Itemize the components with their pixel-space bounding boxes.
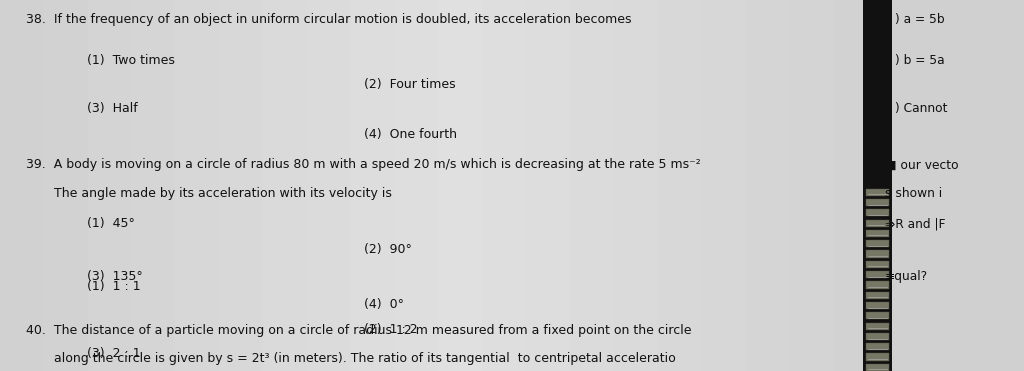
Bar bbox=[131, 0, 175, 371]
Bar bbox=[219, 0, 263, 371]
Bar bbox=[482, 0, 526, 371]
Text: (2)  Four times: (2) Four times bbox=[364, 78, 455, 91]
Bar bbox=[866, 199, 889, 206]
Text: ■ our vecto: ■ our vecto bbox=[885, 158, 958, 171]
Text: 39.  A body is moving on a circle of radius 80 m with a speed 20 m/s which is de: 39. A body is moving on a circle of radi… bbox=[26, 158, 700, 171]
Bar bbox=[701, 0, 745, 371]
Bar bbox=[613, 0, 657, 371]
Bar bbox=[866, 322, 889, 330]
Bar bbox=[350, 0, 394, 371]
Text: (1)  45°: (1) 45° bbox=[87, 217, 135, 230]
Text: 38.  If the frequency of an object in uniform circular motion is doubled, its ac: 38. If the frequency of an object in uni… bbox=[26, 13, 631, 26]
Bar bbox=[657, 0, 701, 371]
Text: (3)  135°: (3) 135° bbox=[87, 270, 142, 283]
Bar bbox=[866, 281, 889, 289]
Bar bbox=[866, 312, 889, 319]
Bar bbox=[866, 271, 889, 278]
Bar bbox=[833, 0, 877, 371]
Bar bbox=[866, 292, 889, 299]
Bar bbox=[438, 0, 482, 371]
Bar bbox=[44, 0, 88, 371]
Text: 40.  The distance of a particle moving on a circle of radius 12 m measured from : 40. The distance of a particle moving on… bbox=[26, 324, 691, 336]
Bar bbox=[866, 302, 889, 309]
Text: The angle made by its acceleration with its velocity is: The angle made by its acceleration with … bbox=[26, 187, 391, 200]
Bar bbox=[88, 0, 131, 371]
Text: (3)  2 : 1: (3) 2 : 1 bbox=[87, 347, 140, 360]
Bar bbox=[307, 0, 350, 371]
Bar bbox=[788, 0, 833, 371]
Text: (4)  0°: (4) 0° bbox=[364, 298, 403, 311]
Text: ) Cannot: ) Cannot bbox=[895, 102, 947, 115]
Bar bbox=[866, 261, 889, 268]
Bar bbox=[866, 343, 889, 350]
Bar bbox=[863, 0, 892, 186]
Bar bbox=[866, 240, 889, 247]
Bar bbox=[866, 220, 889, 227]
Bar bbox=[866, 333, 889, 340]
Text: ) a = 5b: ) a = 5b bbox=[895, 13, 944, 26]
Text: along the circle is given by s = 2t³ (in meters). The ratio of its tangential  t: along the circle is given by s = 2t³ (in… bbox=[26, 352, 676, 365]
Text: ≡qual?: ≡qual? bbox=[885, 270, 928, 283]
Text: s shown i: s shown i bbox=[885, 187, 942, 200]
Bar bbox=[263, 0, 307, 371]
Text: (2)  1 : 2: (2) 1 : 2 bbox=[364, 323, 417, 336]
Bar bbox=[866, 188, 889, 196]
Bar bbox=[877, 0, 1024, 371]
Text: (1)  1 : 1: (1) 1 : 1 bbox=[87, 280, 140, 293]
Bar bbox=[175, 0, 219, 371]
Bar bbox=[526, 0, 569, 371]
Bar bbox=[866, 230, 889, 237]
Bar bbox=[863, 0, 892, 371]
Text: (4)  One fourth: (4) One fourth bbox=[364, 128, 457, 141]
Bar bbox=[569, 0, 613, 371]
Bar bbox=[866, 364, 889, 371]
Text: (2)  90°: (2) 90° bbox=[364, 243, 412, 256]
Text: ⇒R and |F: ⇒R and |F bbox=[885, 217, 945, 230]
Bar bbox=[866, 354, 889, 361]
Bar bbox=[866, 209, 889, 216]
Bar bbox=[0, 0, 44, 371]
Bar bbox=[745, 0, 788, 371]
Bar bbox=[394, 0, 438, 371]
Bar bbox=[0, 0, 877, 371]
Bar bbox=[866, 250, 889, 257]
Text: (3)  Half: (3) Half bbox=[87, 102, 138, 115]
Text: ) b = 5a: ) b = 5a bbox=[895, 54, 944, 67]
Text: (1)  Two times: (1) Two times bbox=[87, 54, 175, 67]
